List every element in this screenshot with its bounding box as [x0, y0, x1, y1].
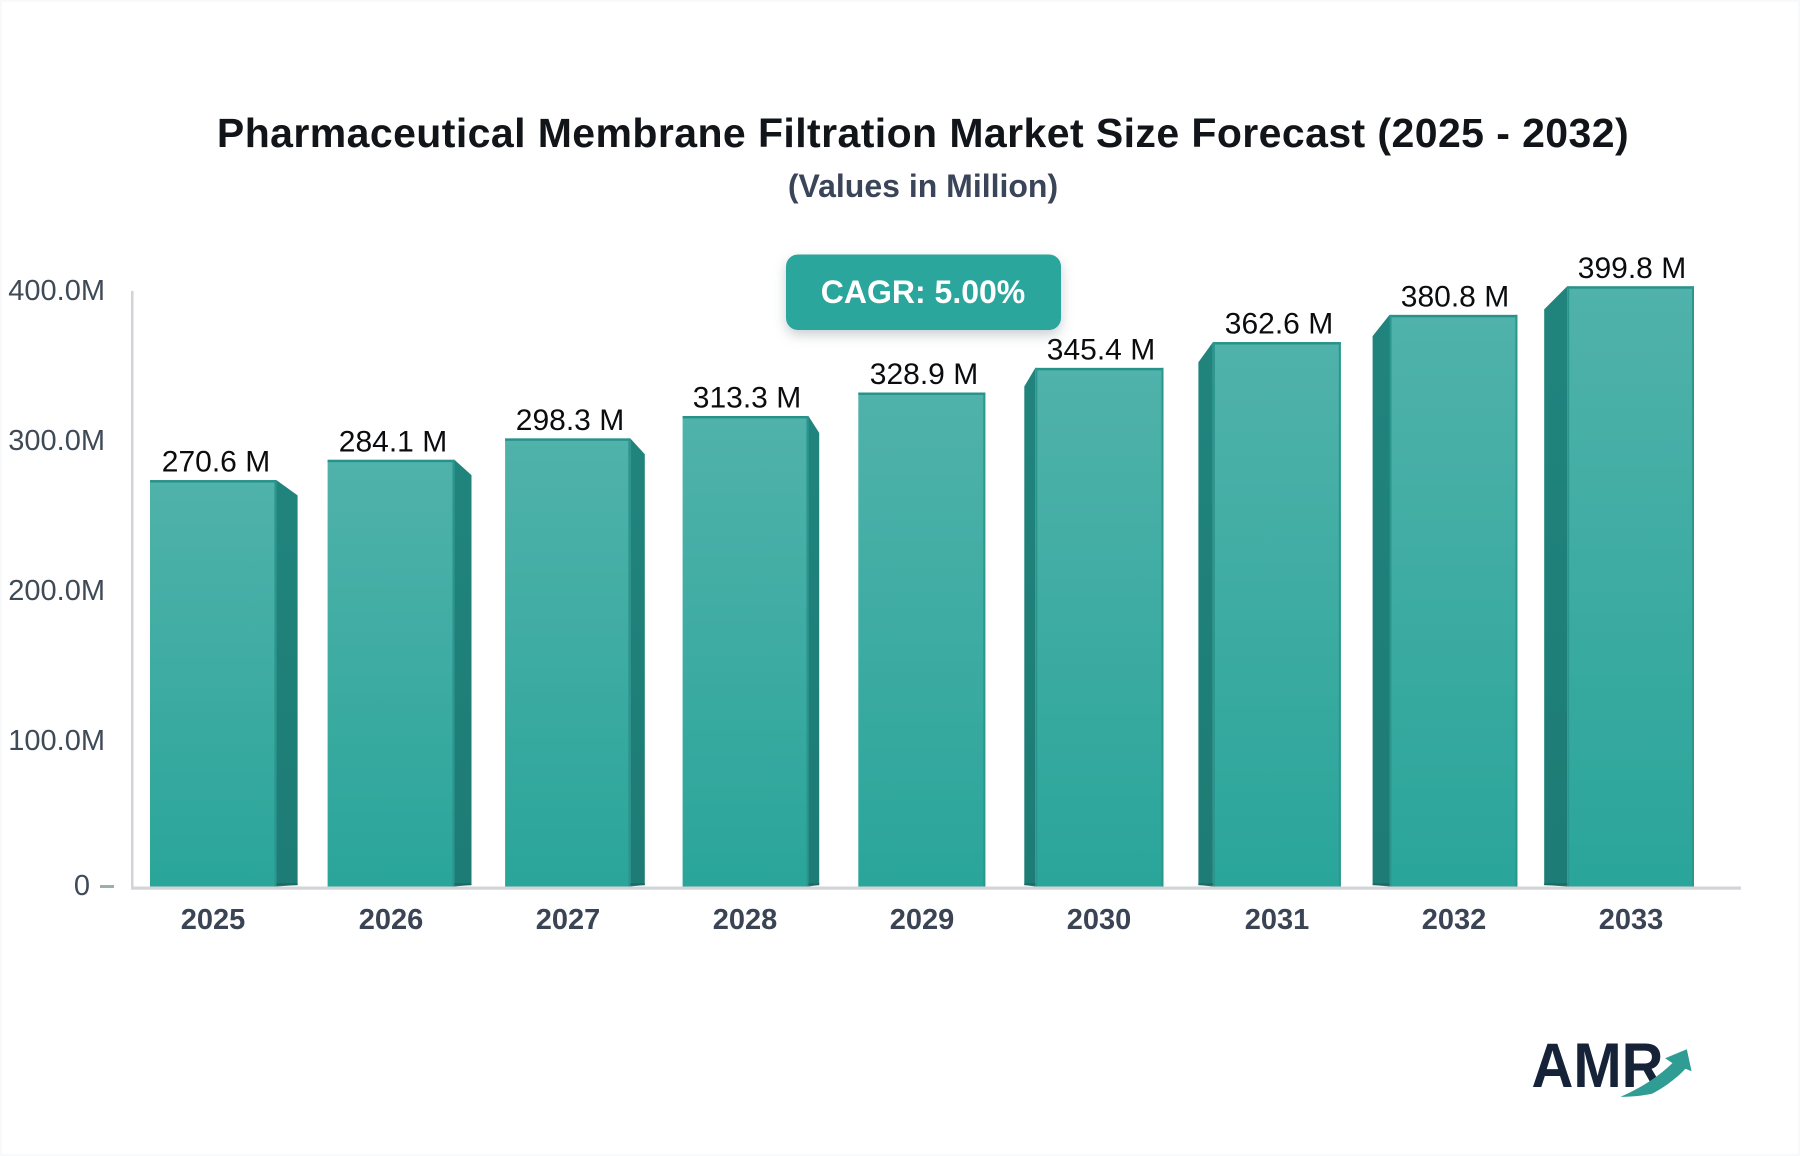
svg-text:CAGR: 5.00%: CAGR: 5.00% [821, 274, 1026, 310]
svg-text:284.1 M: 284.1 M [339, 425, 447, 458]
svg-text:399.8 M: 399.8 M [1578, 252, 1686, 285]
svg-text:345.4 M: 345.4 M [1047, 333, 1155, 366]
svg-text:313.3 M: 313.3 M [693, 382, 801, 415]
svg-text:328.9 M: 328.9 M [870, 358, 978, 391]
svg-text:2032: 2032 [1422, 904, 1487, 936]
svg-text:2030: 2030 [1067, 904, 1132, 936]
svg-text:2025: 2025 [181, 904, 246, 936]
svg-text:Pharmaceutical Membrane Filtra: Pharmaceutical Membrane Filtration Marke… [217, 110, 1629, 156]
svg-text:400.0M: 400.0M [8, 275, 105, 307]
svg-text:2029: 2029 [890, 904, 955, 936]
svg-text:270.6 M: 270.6 M [162, 446, 270, 479]
svg-text:380.8 M: 380.8 M [1401, 280, 1509, 313]
svg-text:(Values in Million): (Values in Million) [788, 168, 1058, 204]
svg-text:2031: 2031 [1245, 904, 1310, 936]
svg-text:2027: 2027 [536, 904, 601, 936]
svg-text:298.3 M: 298.3 M [516, 404, 624, 437]
svg-text:2028: 2028 [713, 904, 778, 936]
svg-text:2026: 2026 [359, 904, 424, 936]
svg-text:100.0M: 100.0M [8, 725, 105, 757]
svg-text:0: 0 [74, 870, 90, 902]
svg-text:2033: 2033 [1599, 904, 1664, 936]
svg-text:362.6 M: 362.6 M [1225, 308, 1333, 341]
svg-text:200.0M: 200.0M [8, 575, 105, 607]
svg-text:300.0M: 300.0M [8, 425, 105, 457]
